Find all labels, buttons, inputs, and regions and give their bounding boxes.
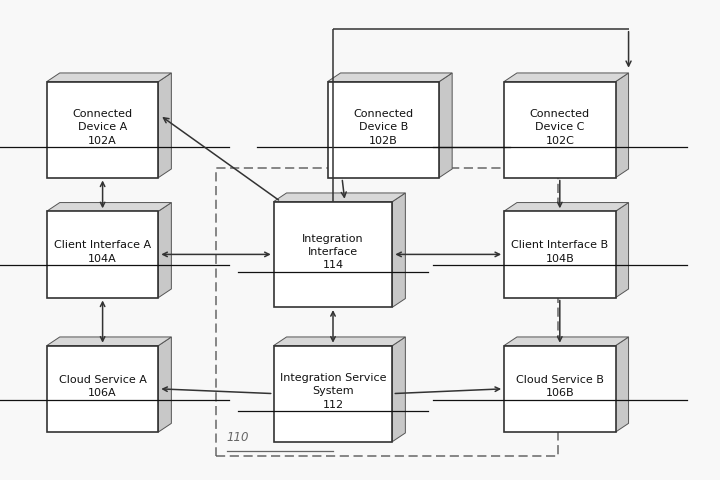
Polygon shape <box>328 73 452 82</box>
Text: Integration Service: Integration Service <box>280 373 386 383</box>
Text: 102A: 102A <box>89 136 117 145</box>
Text: Cloud Service B: Cloud Service B <box>516 375 604 384</box>
Polygon shape <box>616 73 629 178</box>
Text: 112: 112 <box>323 400 343 409</box>
Text: Integration: Integration <box>302 234 364 243</box>
Bar <box>328 82 439 178</box>
Polygon shape <box>504 73 629 82</box>
Text: System: System <box>312 386 354 396</box>
Bar <box>47 211 158 298</box>
Text: Connected: Connected <box>73 109 132 119</box>
Text: 102B: 102B <box>369 136 397 145</box>
Text: Client Interface A: Client Interface A <box>54 240 151 250</box>
Text: 110: 110 <box>227 431 249 444</box>
Bar <box>504 346 616 432</box>
Text: Connected: Connected <box>530 109 590 119</box>
Polygon shape <box>504 337 629 346</box>
Polygon shape <box>47 203 171 211</box>
Text: Device A: Device A <box>78 122 127 132</box>
Text: Connected: Connected <box>354 109 413 119</box>
Polygon shape <box>158 337 171 432</box>
Bar <box>216 168 558 456</box>
Polygon shape <box>47 73 171 82</box>
Text: Device B: Device B <box>359 122 408 132</box>
Polygon shape <box>504 203 629 211</box>
Bar <box>504 211 616 298</box>
Polygon shape <box>616 203 629 298</box>
Polygon shape <box>392 193 405 307</box>
Polygon shape <box>392 337 405 442</box>
Polygon shape <box>47 337 171 346</box>
Text: 114: 114 <box>323 261 343 270</box>
Text: 104A: 104A <box>89 254 117 264</box>
Text: Client Interface B: Client Interface B <box>511 240 608 250</box>
Polygon shape <box>439 73 452 178</box>
Text: Cloud Service A: Cloud Service A <box>58 375 147 384</box>
Bar <box>47 346 158 432</box>
Polygon shape <box>274 337 405 346</box>
Text: 106B: 106B <box>546 388 574 398</box>
Text: 106A: 106A <box>89 388 117 398</box>
Polygon shape <box>158 73 171 178</box>
Text: 104B: 104B <box>546 254 574 264</box>
Text: 102C: 102C <box>545 136 575 145</box>
Text: Interface: Interface <box>308 247 358 257</box>
Bar <box>274 202 392 307</box>
Bar <box>274 346 392 442</box>
Polygon shape <box>274 193 405 202</box>
Bar <box>47 82 158 178</box>
Polygon shape <box>158 203 171 298</box>
Polygon shape <box>616 337 629 432</box>
Bar <box>504 82 616 178</box>
Text: Device C: Device C <box>535 122 585 132</box>
